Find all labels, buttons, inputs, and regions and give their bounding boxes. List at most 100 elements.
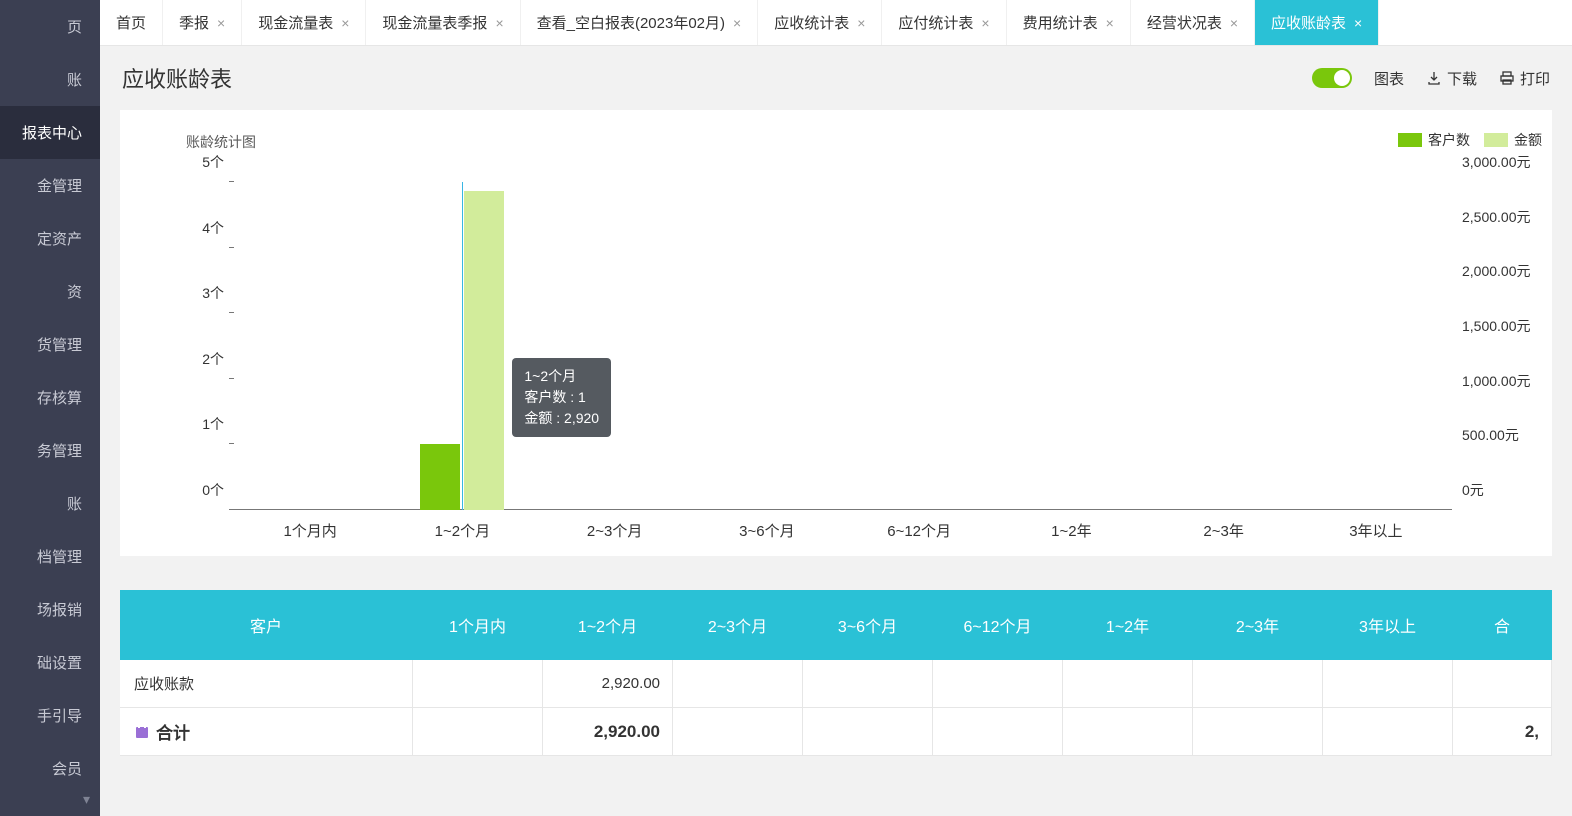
y-left-tick [229, 443, 234, 444]
y-left-tick [229, 378, 234, 379]
y-left-tick [229, 509, 234, 510]
close-icon[interactable]: × [1230, 15, 1238, 31]
sidebar-item[interactable]: 账 [0, 53, 100, 106]
tab[interactable]: 查看_空白报表(2023年02月)× [521, 0, 759, 45]
x-tick-label: 6~12个月 [887, 510, 951, 541]
print-icon [1499, 70, 1515, 86]
content: 应收账龄表 图表 下载 打印 账龄统计图 客户数金额 0个1个2个3个4个5个0… [100, 46, 1572, 816]
y-right-tick-label: 0元 [1452, 480, 1484, 500]
tooltip-line: 金额 : 2,920 [524, 408, 599, 429]
page-header: 应收账龄表 图表 下载 打印 [100, 46, 1572, 110]
cell [673, 660, 803, 707]
tab[interactable]: 季报 × [163, 0, 242, 45]
sidebar-item[interactable]: 务管理 [0, 424, 100, 477]
y-left-tick-label: 3个 [202, 283, 234, 303]
table-total-row: 合计2,920.002, [120, 708, 1552, 756]
chart-plot: 0个1个2个3个4个5个0元500.00元1,000.00元1,500.00元2… [234, 182, 1452, 510]
tab-label: 首页 [116, 12, 146, 33]
x-tick-label: 2~3年 [1203, 510, 1243, 541]
table-column-header: 6~12个月 [933, 613, 1063, 637]
cell [1453, 660, 1552, 707]
tabs-bar: 首页季报×现金流量表×现金流量表季报×查看_空白报表(2023年02月)×应收统… [100, 0, 1572, 46]
legend-label: 金额 [1514, 130, 1542, 150]
tab-label: 应收统计表 [774, 12, 849, 33]
tab-label: 季报 [179, 12, 209, 33]
sidebar-item[interactable]: 础设置 [0, 636, 100, 689]
chevron-down-icon[interactable]: ▾ [83, 791, 90, 808]
legend-item[interactable]: 金额 [1484, 130, 1542, 150]
x-tick-label: 3~6个月 [739, 510, 794, 541]
close-icon[interactable]: × [981, 15, 989, 31]
row-label: 应收账款 [120, 660, 413, 707]
tab[interactable]: 经营状况表× [1131, 0, 1255, 45]
close-icon[interactable]: × [217, 15, 225, 31]
cell [1323, 660, 1453, 707]
chart-toggle[interactable] [1312, 68, 1352, 88]
x-tick-label: 1~2个月 [435, 510, 490, 541]
header-actions: 图表 下载 打印 [1312, 68, 1550, 89]
cell [803, 660, 933, 707]
sidebar-item[interactable]: 场报销 [0, 583, 100, 636]
tab[interactable]: 首页 [100, 0, 163, 45]
tooltip-title: 1~2个月 [524, 366, 599, 387]
total-cell [1323, 708, 1453, 755]
close-icon[interactable]: × [857, 15, 865, 31]
legend-item[interactable]: 客户数 [1398, 130, 1470, 150]
sidebar-item[interactable]: 账 [0, 477, 100, 530]
chart-bar[interactable] [420, 444, 460, 510]
chart-bar[interactable] [464, 191, 504, 510]
legend-swatch [1484, 133, 1508, 147]
sidebar-item[interactable]: 手引导 [0, 689, 100, 742]
table-row[interactable]: 应收账款 2,920.00 [120, 660, 1552, 708]
tab[interactable]: 应收账龄表 × [1255, 0, 1379, 45]
sidebar-item[interactable]: 金管理 [0, 159, 100, 212]
sidebar-item[interactable]: 货管理 [0, 318, 100, 371]
table-column-header: 2~3个月 [673, 613, 803, 637]
tab[interactable]: 费用统计表 × [1007, 0, 1131, 45]
tooltip-line: 客户数 : 1 [524, 387, 599, 408]
download-button[interactable]: 下载 [1426, 68, 1477, 89]
total-label: 合计 [120, 708, 413, 755]
table-column-header: 1~2个月 [543, 613, 673, 637]
tab-label: 应付统计表 [898, 12, 973, 33]
sidebar-item[interactable]: 页 [0, 0, 100, 53]
sidebar-item[interactable]: 报表中心 [0, 106, 100, 159]
tab[interactable]: 应收统计表 × [758, 0, 882, 45]
page-title: 应收账龄表 [122, 62, 1312, 94]
total-cell: 2,920.00 [543, 708, 673, 755]
close-icon[interactable]: × [341, 15, 349, 31]
close-icon[interactable]: × [1354, 15, 1362, 31]
sidebar-item[interactable]: 存核算 [0, 371, 100, 424]
tab-label: 现金流量表季报 [382, 12, 487, 33]
chart-tooltip: 1~2个月客户数 : 1金额 : 2,920 [512, 358, 611, 437]
tab-label: 应收账龄表 [1271, 12, 1346, 33]
y-right-tick-label: 2,500.00元 [1452, 207, 1531, 227]
y-left-tick-label: 1个 [202, 414, 234, 434]
data-table: 客户1个月内1~2个月2~3个月3~6个月6~12个月1~2年2~3年3年以上合… [120, 590, 1552, 756]
tab[interactable]: 现金流量表季报 × [366, 0, 520, 45]
y-right-tick-label: 1,500.00元 [1452, 316, 1531, 336]
sidebar-item[interactable]: 定资产 [0, 212, 100, 265]
sidebar-item[interactable]: 档管理 [0, 530, 100, 583]
table-column-header: 客户 [120, 613, 413, 637]
close-icon[interactable]: × [495, 15, 503, 31]
tab[interactable]: 应付统计表 × [882, 0, 1006, 45]
tab-label: 现金流量表 [258, 12, 333, 33]
total-cell [413, 708, 543, 755]
close-icon[interactable]: × [1106, 15, 1114, 31]
total-cell [933, 708, 1063, 755]
cell [1063, 660, 1193, 707]
sidebar-item[interactable]: 资 [0, 265, 100, 318]
table-column-header: 3年以上 [1323, 613, 1453, 637]
x-tick-label: 2~3个月 [587, 510, 642, 541]
tab[interactable]: 现金流量表 × [242, 0, 366, 45]
tab-label: 费用统计表 [1023, 12, 1098, 33]
total-cell [1193, 708, 1323, 755]
table-body: 应收账款2,920.00合计2,920.002, [120, 660, 1552, 756]
total-cell [803, 708, 933, 755]
sidebar-item[interactable]: 会员 [0, 742, 100, 795]
chart-guideline [462, 182, 463, 510]
print-button[interactable]: 打印 [1499, 68, 1550, 89]
cell: 2,920.00 [543, 660, 673, 707]
close-icon[interactable]: × [733, 15, 741, 31]
